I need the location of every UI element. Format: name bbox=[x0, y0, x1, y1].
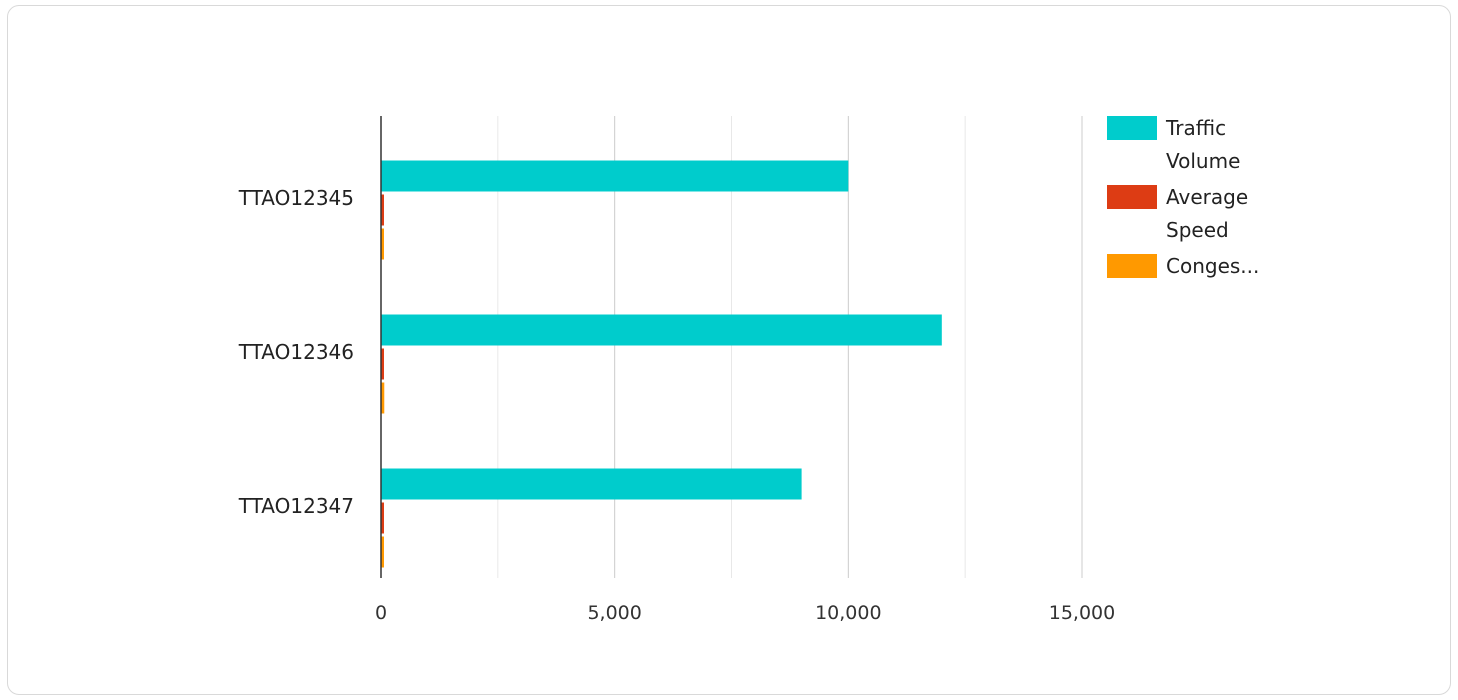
x-tick-label: 5,000 bbox=[587, 602, 641, 624]
bar-conges-TTAO12347 bbox=[381, 536, 384, 568]
legend-label: Average bbox=[1166, 185, 1248, 209]
category-label: TTAO12347 bbox=[238, 494, 354, 518]
bar-conges-TTAO12345 bbox=[381, 228, 384, 260]
bar-average-speed-TTAO12346 bbox=[381, 348, 384, 380]
bar-traffic-volume-TTAO12345 bbox=[381, 160, 849, 192]
legend-label: Speed bbox=[1166, 218, 1229, 242]
legend-swatch bbox=[1107, 254, 1157, 278]
x-tick-label: 15,000 bbox=[1049, 602, 1115, 624]
bar-conges-TTAO12346 bbox=[381, 382, 385, 414]
bar-average-speed-TTAO12345 bbox=[381, 194, 384, 226]
category-label: TTAO12346 bbox=[238, 340, 354, 364]
legend-swatch bbox=[1107, 185, 1157, 209]
bar-traffic-volume-TTAO12347 bbox=[381, 468, 802, 500]
legend-label: Traffic bbox=[1165, 116, 1226, 140]
x-tick-label: 0 bbox=[375, 602, 387, 624]
legend-swatch bbox=[1107, 116, 1157, 140]
bar-average-speed-TTAO12347 bbox=[381, 502, 384, 534]
category-label: TTAO12345 bbox=[238, 186, 354, 210]
legend-label: Volume bbox=[1166, 149, 1240, 173]
x-tick-label: 10,000 bbox=[815, 602, 881, 624]
legend-label: Conges... bbox=[1166, 254, 1259, 278]
chart-card bbox=[7, 5, 1451, 695]
bar-traffic-volume-TTAO12346 bbox=[381, 314, 942, 346]
